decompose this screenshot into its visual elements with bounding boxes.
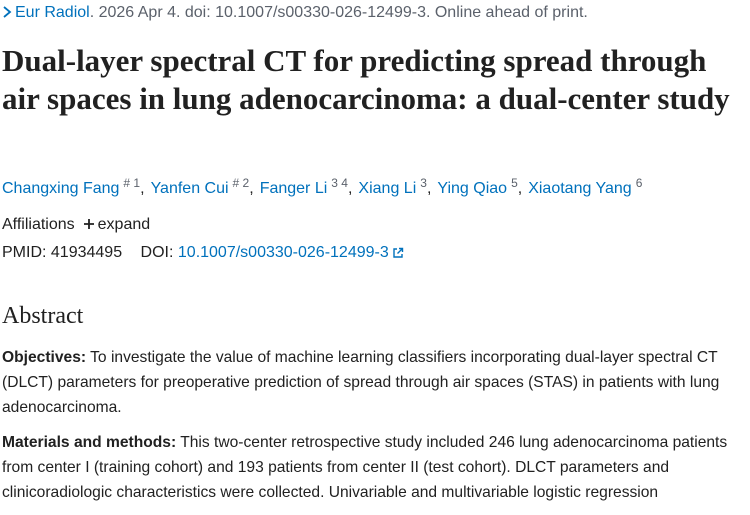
expand-toggle[interactable]: expand xyxy=(97,216,151,233)
citation-details: . 2026 Apr 4. doi: 10.1007/s00330-026-12… xyxy=(89,4,588,21)
page-body: Eur Radiol. 2026 Apr 4. doi: 10.1007/s00… xyxy=(2,4,730,501)
author-affiliation-markers: 5 xyxy=(511,176,518,190)
affiliations: Affiliations expand xyxy=(2,216,150,234)
doi-label: DOI: xyxy=(140,244,174,261)
journal-link[interactable]: Eur Radiol xyxy=(15,4,90,21)
author-link[interactable]: Xiaotang Yang xyxy=(528,180,632,197)
author-link[interactable]: Ying Qiao xyxy=(437,180,508,197)
abstract-section: Materials and methods: This two-center r… xyxy=(2,430,748,505)
article-title: Dual-layer spectral CT for predicting sp… xyxy=(2,43,730,116)
affiliations-label: Affiliations xyxy=(2,216,75,233)
doi-link[interactable]: 10.1007/s00330-026-12499-3 xyxy=(178,244,404,261)
external-link-icon xyxy=(393,247,403,258)
author-separator: , xyxy=(517,180,523,197)
author-separator: , xyxy=(347,180,353,197)
section-text: To investigate the value of machine lear… xyxy=(2,349,720,416)
abstract-section: Objectives: To investigate the value of … xyxy=(2,345,748,420)
plus-icon xyxy=(83,219,94,229)
author-affiliation-markers: 3 4 xyxy=(331,176,348,190)
abstract-heading: Abstract xyxy=(2,303,84,329)
author-link[interactable]: Yanfen Cui xyxy=(150,180,229,197)
chevron-icon xyxy=(3,6,12,18)
author-affiliation-markers: # 1 xyxy=(123,176,141,190)
author-link[interactable]: Changxing Fang xyxy=(2,180,120,197)
author-list: Changxing Fang # 1, Yanfen Cui # 2, Fanger L… xyxy=(2,176,642,198)
pmid-label: PMID: xyxy=(2,244,47,261)
abstract: Objectives: To investigate the value of … xyxy=(2,345,748,515)
identifiers: PMID: 41934495 DOI: 10.1007/s00330-026-1… xyxy=(2,244,404,262)
author-separator: , xyxy=(426,180,432,197)
section-label: Objectives: xyxy=(2,349,87,366)
pmid: 41934495 xyxy=(50,244,123,261)
author-link[interactable]: Fanger Li xyxy=(259,180,328,197)
page: PubMed article {"citation": {"journal": … xyxy=(2,4,730,501)
doi: 10.1007/s00330-026-12499-3 xyxy=(177,244,389,261)
author-link[interactable]: Xiang Li xyxy=(358,180,417,197)
author-separator: , xyxy=(249,180,254,197)
section-label: Materials and methods: xyxy=(2,434,177,451)
author-affiliation-markers: 3 xyxy=(420,176,427,190)
section-text: This two-center retrospective study incl… xyxy=(2,434,728,501)
author-affiliation-markers: 6 xyxy=(635,176,643,190)
author-separator: , xyxy=(140,180,145,197)
author-affiliation-markers: # 2 xyxy=(232,176,250,190)
citation: Eur Radiol. 2026 Apr 4. doi: 10.1007/s00… xyxy=(2,4,588,22)
